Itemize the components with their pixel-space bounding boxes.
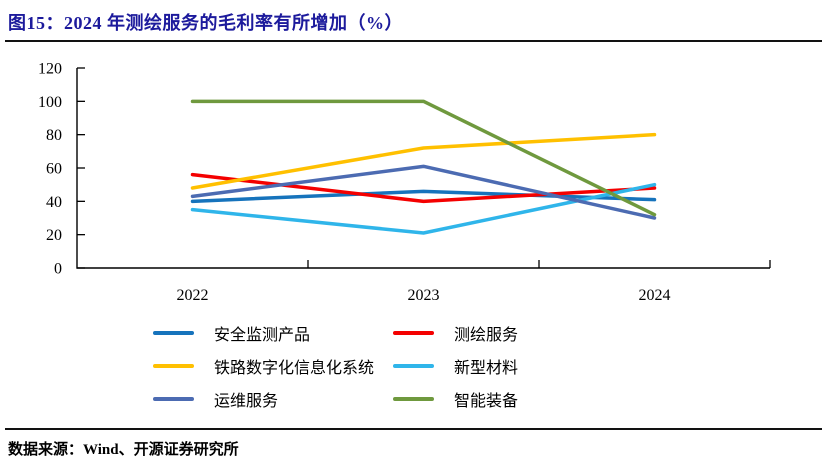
x-tick-label: 2024 [639,287,671,304]
legend-label: 新型材料 [454,360,519,377]
chart-legend: 安全监测产品 测绘服务 铁路数字化信息化系统 新型材料 运维服务 智能装备 [153,324,519,410]
legend-swatch [393,363,434,369]
y-tick-label: 100 [38,94,62,111]
legend-label: 运维服务 [214,393,279,410]
legend-swatch [393,330,434,336]
y-tick-label: 20 [46,227,62,244]
y-tick-label: 60 [46,161,62,178]
x-tick-label: 2023 [408,287,440,304]
y-tick-label: 80 [46,127,62,144]
legend-item: 铁路数字化信息化系统 [153,357,393,377]
legend-item: 新型材料 [393,357,519,377]
source-divider [5,428,822,430]
legend-swatch [153,396,194,402]
legend-swatch [393,396,434,402]
legend-label: 智能装备 [454,393,519,410]
y-tick-label: 120 [38,61,62,78]
y-tick-label: 40 [46,194,62,211]
legend-item: 智能装备 [393,390,519,410]
series-line-铁路数字化信息化系统 [190,132,657,190]
legend-label: 安全监测产品 [214,327,311,344]
legend-item: 安全监测产品 [153,324,393,344]
series-line-智能装备 [190,99,657,217]
legend-item: 测绘服务 [393,324,519,344]
figure-title: 图15：2024 年测绘服务的毛利率有所增加（%） [8,13,403,33]
x-tick-label: 2022 [177,287,209,304]
legend-item: 运维服务 [153,390,393,410]
legend-swatch [153,363,194,369]
data-source-note: 数据来源：Wind、开源证券研究所 [8,442,239,458]
legend-swatch [153,330,194,336]
series-line-安全监测产品 [190,189,657,204]
title-divider [5,40,822,42]
y-tick-label: 0 [54,261,62,278]
series-line-运维服务 [190,164,657,220]
series-line-测绘服务 [190,172,657,204]
legend-label: 测绘服务 [454,327,519,344]
legend-label: 铁路数字化信息化系统 [214,360,375,377]
